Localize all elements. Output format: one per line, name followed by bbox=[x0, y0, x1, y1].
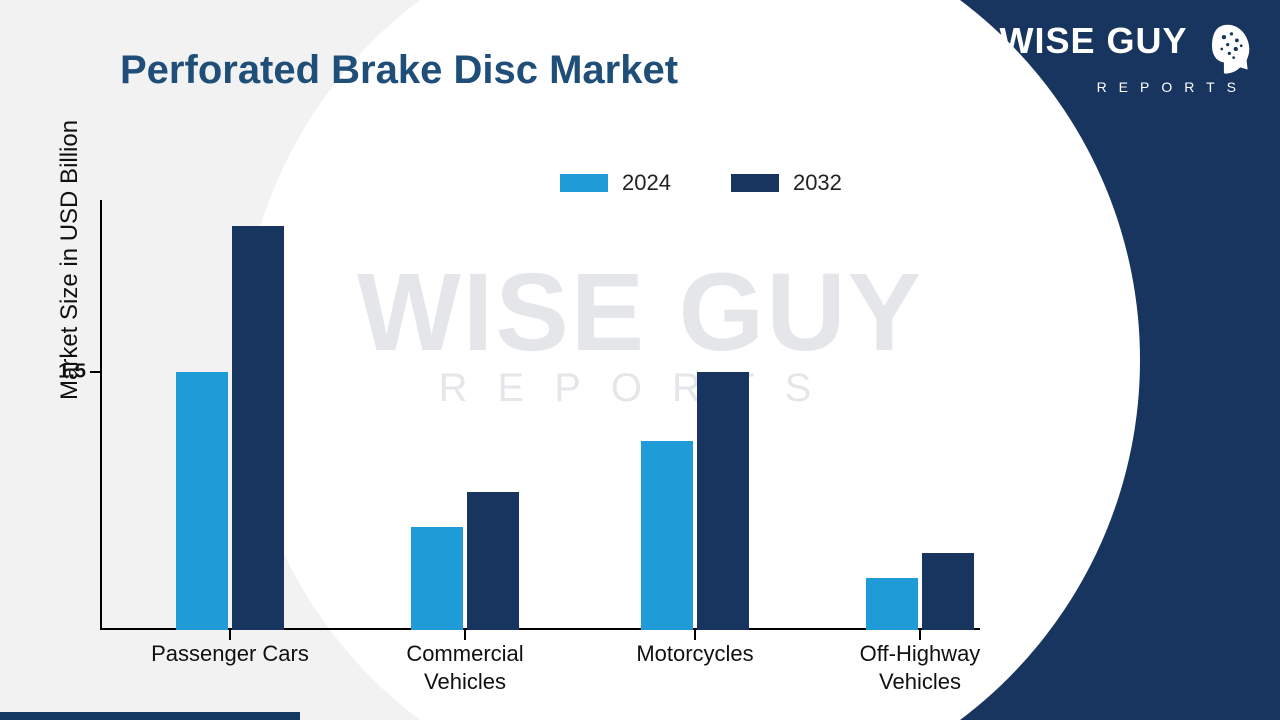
legend-label: 2032 bbox=[793, 170, 842, 196]
bar bbox=[922, 553, 974, 630]
y-tick bbox=[90, 371, 100, 373]
bar bbox=[232, 226, 284, 630]
brand-logo: WISE GUY REPORTS bbox=[1000, 22, 1252, 94]
x-tick bbox=[694, 630, 696, 640]
bar bbox=[176, 372, 228, 630]
bar bbox=[411, 527, 463, 630]
bar bbox=[641, 441, 693, 630]
bar bbox=[866, 578, 918, 630]
y-axis-label: Market Size in USD Billion bbox=[56, 120, 84, 400]
chart-title: Perforated Brake Disc Market bbox=[120, 48, 678, 93]
legend-item: 2024 bbox=[560, 170, 671, 196]
x-tick bbox=[464, 630, 466, 640]
y-tick-label: 1.5 bbox=[58, 361, 86, 384]
legend-swatch bbox=[560, 174, 608, 192]
x-tick bbox=[919, 630, 921, 640]
chart-plot-area: 1.5Passenger CarsCommercial VehiclesMoto… bbox=[100, 200, 980, 630]
chart-canvas: WISE GUY REPORTS Perforated Brake Disc M… bbox=[0, 0, 1280, 720]
legend-label: 2024 bbox=[622, 170, 671, 196]
logo-brand-text: WISE GUY bbox=[1000, 20, 1188, 61]
bar bbox=[467, 492, 519, 630]
legend-swatch bbox=[731, 174, 779, 192]
x-axis-label: Off-Highway Vehicles bbox=[820, 640, 1020, 695]
x-axis-label: Motorcycles bbox=[595, 640, 795, 668]
legend-item: 2032 bbox=[731, 170, 842, 196]
x-axis-label: Passenger Cars bbox=[130, 640, 330, 668]
logo-sub-text: REPORTS bbox=[1000, 80, 1252, 94]
legend: 2024 2032 bbox=[560, 170, 842, 196]
head-icon bbox=[1198, 22, 1252, 76]
x-axis-label: Commercial Vehicles bbox=[365, 640, 565, 695]
x-tick bbox=[229, 630, 231, 640]
y-axis-line bbox=[100, 200, 102, 630]
bar bbox=[697, 372, 749, 630]
